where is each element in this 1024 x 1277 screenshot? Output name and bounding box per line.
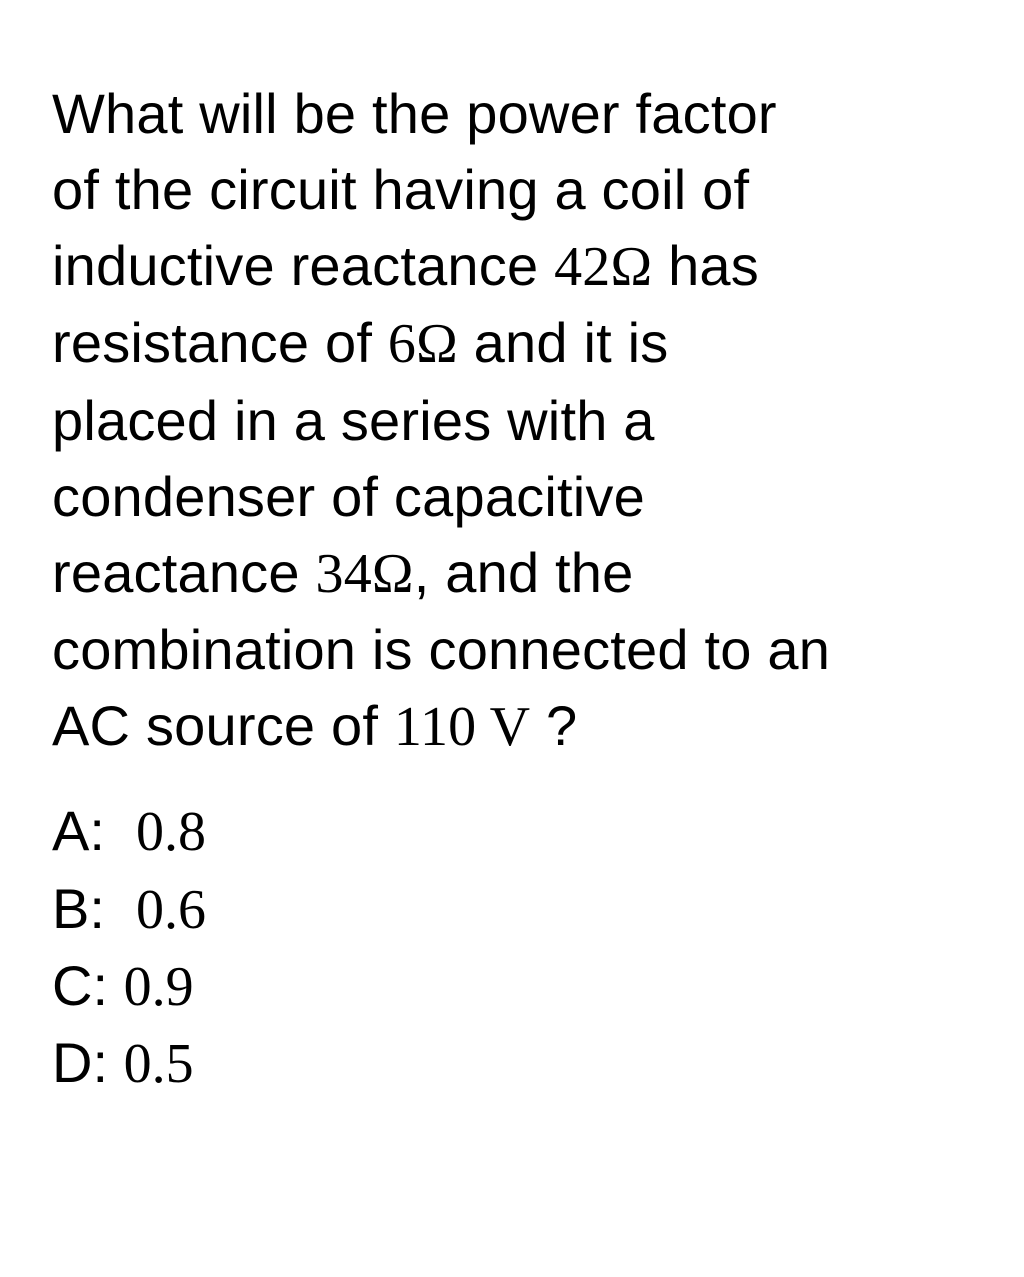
option-b-label: B: (52, 877, 136, 940)
voltage-value: 110 V (394, 696, 530, 758)
q-line7-post: , and the (414, 541, 634, 604)
q-line3-pre: inductive reactance (52, 234, 554, 297)
omega-3: Ω (372, 543, 414, 605)
q-line3-post: has (652, 234, 759, 297)
q-line8: combination is connected to an (52, 618, 830, 681)
q-line7-pre: reactance (52, 541, 316, 604)
q-line4-post: and it is (458, 311, 669, 374)
option-a[interactable]: A: 0.8 (52, 793, 984, 870)
option-a-value: 0.8 (136, 801, 206, 863)
q-line5: placed in a series with a (52, 389, 655, 452)
q-line1: What will be the power factor (52, 82, 777, 145)
resistance-value: 6 (388, 313, 416, 375)
option-c-value: 0.9 (124, 956, 194, 1018)
answer-options: A: 0.8 B: 0.6 C: 0.9 D: 0.5 (52, 793, 984, 1102)
omega-1: Ω (610, 236, 652, 298)
q-line9-pre: AC source of (52, 694, 394, 757)
option-d-label: D: (52, 1031, 124, 1094)
option-d[interactable]: D: 0.5 (52, 1025, 984, 1102)
option-d-value: 0.5 (124, 1033, 194, 1095)
option-a-label: A: (52, 799, 136, 862)
capacitive-reactance-value: 34 (316, 543, 372, 605)
q-line6: condenser of capacitive (52, 465, 645, 528)
omega-2: Ω (416, 313, 458, 375)
q-line4-pre: resistance of (52, 311, 388, 374)
option-b[interactable]: B: 0.6 (52, 871, 984, 948)
q-line9-post: ? (530, 694, 577, 757)
option-c[interactable]: C: 0.9 (52, 948, 984, 1025)
option-c-label: C: (52, 954, 124, 1017)
option-b-value: 0.6 (136, 879, 206, 941)
question-text: What will be the power factor of the cir… (52, 76, 984, 765)
inductive-reactance-value: 42 (554, 236, 610, 298)
q-line2: of the circuit having a coil of (52, 158, 749, 221)
question-page: What will be the power factor of the cir… (0, 0, 1024, 1142)
